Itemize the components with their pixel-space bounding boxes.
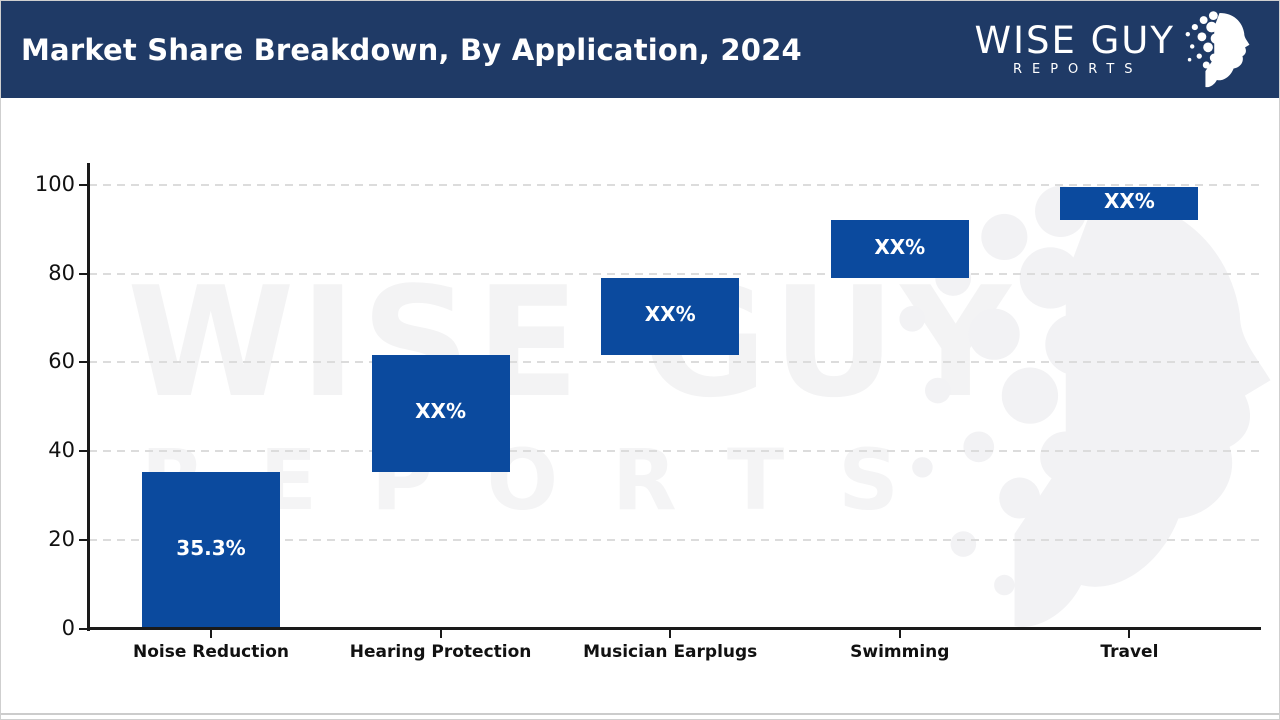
bar xyxy=(371,354,510,472)
bar-value-label: XX% xyxy=(644,302,696,327)
y-tick-label: 0 xyxy=(61,615,75,640)
page-title: Market Share Breakdown, By Application, … xyxy=(21,32,802,67)
y-tick-label: 60 xyxy=(48,349,75,374)
gridline xyxy=(89,272,1261,275)
x-tick-label: Swimming xyxy=(850,642,950,662)
x-tick-mark xyxy=(1128,630,1131,638)
watermark-wiseguy-text: WISE GUY xyxy=(127,254,1016,431)
bar-value-label: 35.3% xyxy=(176,536,246,561)
x-tick-label: Musician Earplugs xyxy=(583,642,758,662)
gridline xyxy=(89,361,1261,364)
gridline xyxy=(89,183,1261,186)
bar-value-label: XX% xyxy=(415,399,467,424)
x-tick-mark xyxy=(210,630,212,638)
header-bar: Market Share Breakdown, By Application, … xyxy=(1,1,1279,98)
y-tick-mark xyxy=(79,272,88,275)
y-tick-label: 20 xyxy=(48,526,75,551)
x-tick-mark xyxy=(439,630,442,638)
gridline xyxy=(89,538,1261,541)
y-axis-line xyxy=(87,163,90,631)
x-tick-label: Noise Reduction xyxy=(132,642,289,662)
x-tick-mark xyxy=(898,630,901,638)
logo-reports-text: REPORTS xyxy=(1012,62,1143,77)
brand-logo: WISE GUY REPORTS xyxy=(975,9,1253,91)
x-tick-label: Travel xyxy=(1100,642,1159,662)
x-tick-label: Hearing Protection xyxy=(349,642,532,662)
bar xyxy=(142,471,280,629)
bar-value-label: XX% xyxy=(1103,189,1155,214)
gridline xyxy=(89,450,1261,452)
bar xyxy=(830,219,969,278)
x-tick-mark xyxy=(669,630,672,638)
y-tick-label: 80 xyxy=(48,260,75,285)
logo-wiseguy-text: WISE GUY xyxy=(974,19,1175,62)
y-tick-mark xyxy=(79,538,88,541)
y-tick-mark xyxy=(79,627,88,630)
bar-value-label: XX% xyxy=(874,234,926,259)
brand-logo-text: WISE GUY REPORTS xyxy=(975,22,1175,77)
bottom-border-line xyxy=(1,713,1279,715)
y-tick-mark xyxy=(79,183,88,186)
y-tick-label: 100 xyxy=(34,171,75,196)
bar xyxy=(601,277,740,355)
bar xyxy=(1060,186,1199,220)
y-tick-label: 40 xyxy=(48,438,75,462)
y-tick-mark xyxy=(79,450,88,452)
y-tick-mark xyxy=(79,361,88,364)
x-axis-line xyxy=(87,627,1261,630)
logo-face-icon xyxy=(1185,10,1250,87)
